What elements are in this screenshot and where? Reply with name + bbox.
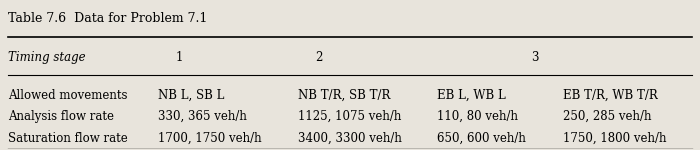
- Text: 330, 365 veh/h: 330, 365 veh/h: [158, 110, 247, 123]
- Text: 3400, 3300 veh/h: 3400, 3300 veh/h: [298, 132, 402, 145]
- Text: NB T/R, SB T/R: NB T/R, SB T/R: [298, 89, 390, 102]
- Text: 110, 80 veh/h: 110, 80 veh/h: [438, 110, 518, 123]
- Text: NB L, SB L: NB L, SB L: [158, 89, 225, 102]
- Text: 650, 600 veh/h: 650, 600 veh/h: [438, 132, 526, 145]
- Text: Saturation flow rate: Saturation flow rate: [8, 132, 128, 145]
- Text: 1125, 1075 veh/h: 1125, 1075 veh/h: [298, 110, 401, 123]
- Text: 3: 3: [531, 51, 538, 64]
- Text: 1750, 1800 veh/h: 1750, 1800 veh/h: [563, 132, 666, 145]
- Text: 250, 285 veh/h: 250, 285 veh/h: [563, 110, 651, 123]
- Text: 1700, 1750 veh/h: 1700, 1750 veh/h: [158, 132, 262, 145]
- Text: Allowed movements: Allowed movements: [8, 89, 128, 102]
- Text: 1: 1: [176, 51, 183, 64]
- Text: EB T/R, WB T/R: EB T/R, WB T/R: [563, 89, 657, 102]
- Text: Analysis flow rate: Analysis flow rate: [8, 110, 114, 123]
- Text: Table 7.6  Data for Problem 7.1: Table 7.6 Data for Problem 7.1: [8, 12, 208, 25]
- Text: 2: 2: [315, 51, 322, 64]
- Text: EB L, WB L: EB L, WB L: [438, 89, 506, 102]
- Text: Timing stage: Timing stage: [8, 51, 86, 64]
